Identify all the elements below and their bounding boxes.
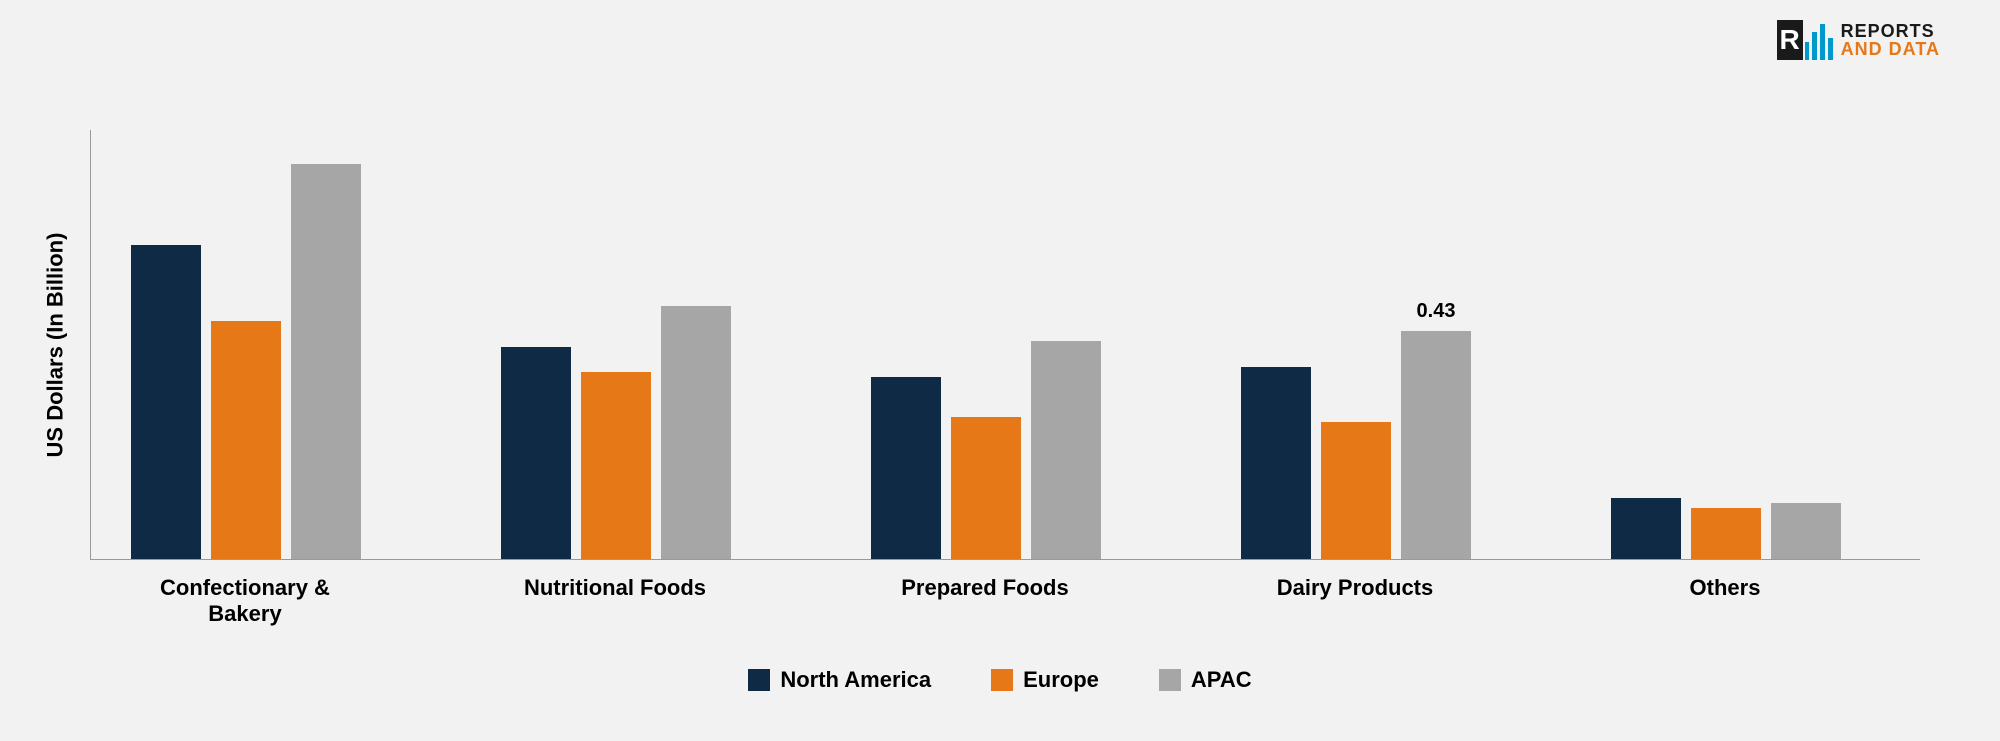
chart-container: 0.43 [90,130,1920,560]
logo-line1: REPORTS [1841,22,1940,40]
bar-group [1611,130,1911,559]
x-axis-label: Prepared Foods [870,575,1100,601]
x-axis-label: Nutritional Foods [500,575,730,601]
x-axis-label: Others [1610,575,1840,601]
brand-logo: R REPORTS AND DATA [1777,20,1940,60]
x-axis-label: Confectionary & Bakery [130,575,360,627]
bar [871,377,941,559]
legend-swatch [748,669,770,691]
legend-swatch [1159,669,1181,691]
logo-line2: AND DATA [1841,40,1940,58]
bar [1241,367,1311,559]
logo-icon: R [1777,20,1833,60]
logo-text: REPORTS AND DATA [1841,22,1940,58]
logo-mini-bar [1812,32,1817,60]
bar-group: 0.43 [1241,130,1541,559]
logo-r-mark: R [1777,20,1803,60]
bar [1401,331,1471,559]
plot-area: 0.43 [90,130,1920,560]
logo-mini-bar [1828,38,1833,60]
logo-mini-bar [1805,42,1810,60]
bar [951,417,1021,559]
bar [501,347,571,559]
bar [211,321,281,559]
bar [581,372,651,559]
legend-label: North America [780,667,931,693]
y-axis-label: US Dollars (In Billion) [40,130,70,560]
bar-group [131,130,431,559]
y-axis-label-text: US Dollars (In Billion) [42,233,68,458]
bar [1611,498,1681,559]
legend: North America Europe APAC [0,660,2000,700]
legend-swatch [991,669,1013,691]
legend-label: Europe [1023,667,1099,693]
bar [1031,341,1101,559]
logo-mini-bar [1820,24,1825,60]
x-axis-labels: Confectionary & BakeryNutritional FoodsP… [90,575,1920,615]
bar-group [871,130,1171,559]
legend-item: Europe [991,667,1099,693]
bar [131,245,201,559]
bar [661,306,731,559]
legend-item: North America [748,667,931,693]
legend-item: APAC [1159,667,1252,693]
x-axis-label: Dairy Products [1240,575,1470,601]
bar [1321,422,1391,559]
logo-bars-icon [1805,20,1833,60]
bar-value-label: 0.43 [1401,300,1471,323]
bar [1771,503,1841,559]
bar [291,164,361,559]
bar-group [501,130,801,559]
legend-label: APAC [1191,667,1252,693]
bar [1691,508,1761,559]
